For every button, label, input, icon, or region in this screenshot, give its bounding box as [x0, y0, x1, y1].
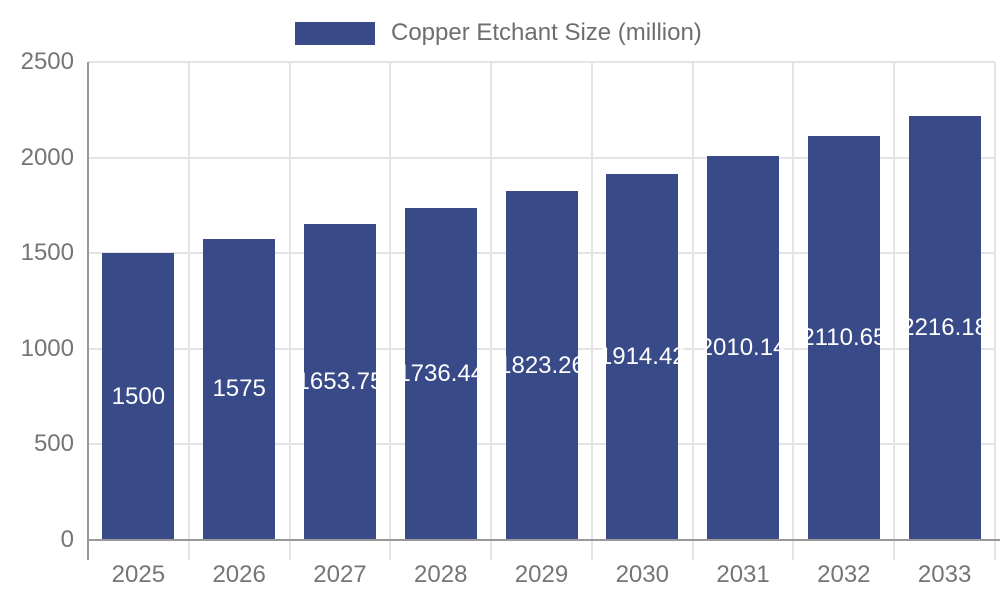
- bar-2029[interactable]: [505, 191, 578, 540]
- bar-2027[interactable]: [303, 223, 376, 540]
- gridline-vertical: [490, 62, 493, 560]
- x-axis-tick-label[interactable]: 2033: [917, 561, 972, 588]
- bar-value-label: 2110.65: [801, 324, 887, 352]
- bar-value-label: 1575: [212, 375, 266, 403]
- gridline-horizontal: [88, 156, 995, 159]
- x-axis-tick-label[interactable]: 2030: [615, 561, 669, 588]
- y-axis-tick-label: 1500: [20, 239, 74, 267]
- gridline-vertical: [691, 62, 694, 560]
- y-axis-tick-label: 0: [60, 526, 74, 553]
- x-axis-tick-label[interactable]: 2031: [716, 561, 770, 588]
- y-axis-tick-label: 500: [33, 430, 74, 458]
- x-axis-tick-label[interactable]: 2026: [212, 561, 266, 588]
- bar-2030[interactable]: [606, 173, 679, 540]
- y-axis-tick-label: 2000: [20, 143, 74, 171]
- bar-value-label: 1914.42: [598, 342, 686, 370]
- bar-2031[interactable]: [707, 155, 780, 540]
- bar-2026[interactable]: [203, 238, 276, 540]
- gridline-horizontal: [88, 61, 995, 63]
- gridline-vertical: [893, 62, 896, 560]
- gridline-vertical: [389, 62, 392, 560]
- y-axis-tick-label: 2500: [20, 48, 74, 75]
- gridline-vertical: [590, 62, 593, 560]
- legend-swatch: [295, 21, 375, 45]
- x-axis-tick-label[interactable]: 2025: [111, 561, 166, 588]
- bar-value-label: 2010.14: [699, 333, 787, 361]
- bar-2028[interactable]: [404, 207, 477, 540]
- x-axis-line: [88, 539, 1000, 541]
- bar-value-label: 1736.44: [397, 359, 485, 387]
- legend[interactable]: Copper Etchant Size (million): [295, 19, 702, 47]
- bar-2033[interactable]: [908, 116, 981, 540]
- x-axis-tick-label[interactable]: 2029: [514, 561, 569, 588]
- gridline-vertical: [187, 62, 190, 560]
- bar-2032[interactable]: [807, 136, 880, 540]
- legend-label: Copper Etchant Size (million): [391, 19, 702, 46]
- gridline-vertical: [288, 62, 291, 560]
- x-axis-tick-label[interactable]: 2028: [414, 561, 468, 588]
- x-axis-tick-label[interactable]: 2027: [313, 561, 367, 588]
- gridline-vertical: [994, 62, 996, 560]
- bar-value-label: 1823.26: [498, 351, 585, 379]
- bar-value-label: 1653.75: [296, 367, 384, 395]
- bar-value-label: 2216.18: [901, 314, 988, 342]
- y-axis-line: [87, 62, 89, 560]
- bar-2025[interactable]: [102, 253, 175, 540]
- y-axis-tick-label: 1000: [20, 334, 74, 362]
- gridline-vertical: [792, 62, 795, 560]
- bar-value-label: 1500: [111, 382, 166, 410]
- x-axis-tick-label[interactable]: 2032: [817, 561, 871, 588]
